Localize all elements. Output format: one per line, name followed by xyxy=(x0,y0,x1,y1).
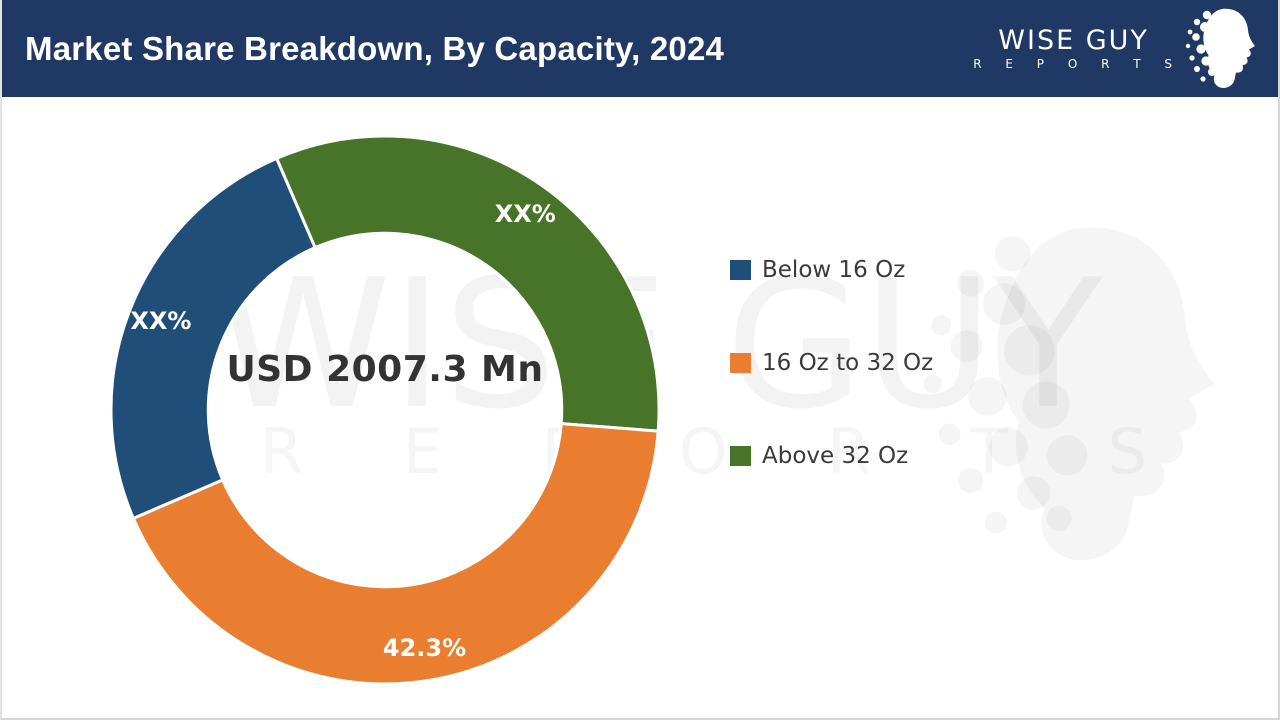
legend-item-below-16-oz[interactable]: Below 16 Oz xyxy=(730,257,933,283)
brand-subtitle: R E P O R T S xyxy=(973,56,1182,71)
legend-item-above-32-oz[interactable]: Above 32 Oz xyxy=(730,443,933,469)
donut-slice-16-oz-to-32-oz[interactable] xyxy=(131,422,660,686)
brand-head-icon xyxy=(1185,8,1255,88)
legend-item-16-oz-to-32-oz[interactable]: 16 Oz to 32 Oz xyxy=(730,350,933,376)
brand-logo: WISE GUY R E P O R T S xyxy=(965,6,1260,92)
legend-label: Below 16 Oz xyxy=(762,257,906,283)
legend-label: Above 32 Oz xyxy=(762,443,909,469)
legend-swatch-icon xyxy=(730,353,751,373)
legend-swatch-icon xyxy=(730,446,751,466)
legend-swatch-icon xyxy=(730,260,751,280)
donut-slice-above-32-oz[interactable] xyxy=(275,134,661,433)
slice-label-above-32-oz: XX% xyxy=(495,200,556,228)
donut-center-value: USD 2007.3 Mn xyxy=(226,349,544,390)
page-title: Market Share Breakdown, By Capacity, 202… xyxy=(25,29,725,67)
slice-label-16-oz-to-32-oz: 42.3% xyxy=(383,634,466,662)
brand-logo-text: WISE GUY R E P O R T S xyxy=(965,26,1182,71)
donut-slice-below-16-oz[interactable] xyxy=(109,156,317,520)
chart-legend: Below 16 Oz 16 Oz to 32 Oz Above 32 Oz xyxy=(730,257,933,469)
brand-name: WISE GUY xyxy=(998,25,1149,57)
header-bar: Market Share Breakdown, By Capacity, 202… xyxy=(2,0,1278,97)
legend-label: 16 Oz to 32 Oz xyxy=(762,350,934,376)
slice-label-below-16-oz: XX% xyxy=(130,307,191,335)
chart-area: WISE GUY R E P O R T S XX% 42.3% XX% USD 2… xyxy=(2,97,1278,718)
donut-chart: XX% 42.3% XX% xyxy=(109,134,661,686)
